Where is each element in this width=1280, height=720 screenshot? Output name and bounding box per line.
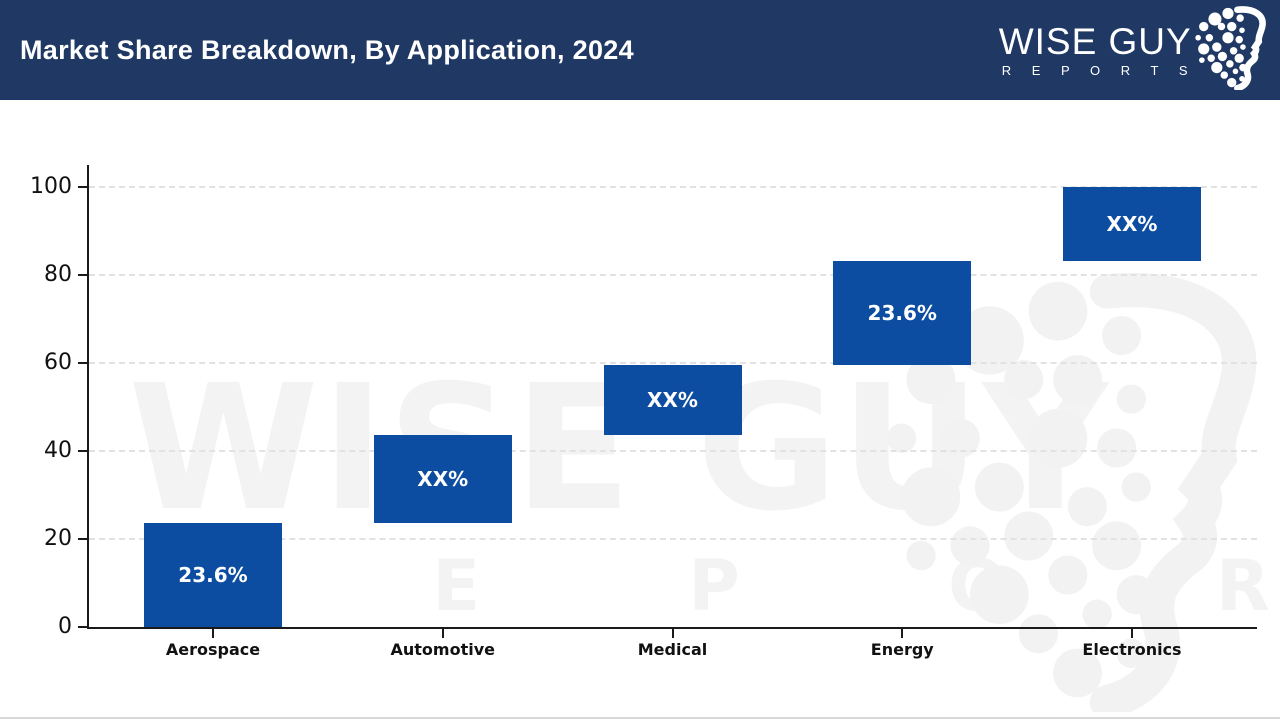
bar-medical: XX% xyxy=(603,365,742,436)
gridline-100 xyxy=(89,186,1257,188)
y-tick-label-20: 20 xyxy=(44,526,72,551)
bar-value-label-aerospace: 23.6% xyxy=(178,563,248,588)
y-axis-tick-40 xyxy=(78,450,87,452)
x-axis-tick-electronics xyxy=(1131,629,1133,638)
bar-value-label-medical: XX% xyxy=(647,388,698,413)
y-tick-label-40: 40 xyxy=(44,438,72,463)
y-axis-tick-80 xyxy=(78,274,87,276)
x-axis-tick-automotive xyxy=(441,629,444,638)
bar-energy: 23.6% xyxy=(833,261,972,366)
bar-electronics: XX% xyxy=(1063,187,1201,262)
chart-area: WISE GUY R E P O R T S 23.6%AerospaceXX%… xyxy=(0,100,1280,720)
logo-subtitle: R E P O R T S xyxy=(1001,63,1196,78)
wiseguy-face-icon xyxy=(1190,6,1266,94)
x-category-label-medical: Medical xyxy=(637,640,708,659)
y-axis-tick-20 xyxy=(78,538,87,540)
bar-automotive: XX% xyxy=(373,435,512,524)
x-axis-tick-energy xyxy=(901,629,904,638)
bar-value-label-automotive: XX% xyxy=(417,467,469,492)
x-axis-tick-medical xyxy=(671,629,674,638)
bar-value-label-energy: 23.6% xyxy=(867,301,937,326)
y-tick-label-100: 100 xyxy=(30,174,72,199)
y-tick-label-80: 80 xyxy=(44,262,72,287)
gridline-60 xyxy=(89,362,1257,364)
y-axis-tick-0 xyxy=(78,626,87,628)
y-tick-label-60: 60 xyxy=(44,350,72,375)
x-category-label-aerospace: Aerospace xyxy=(165,640,261,659)
gridline-20 xyxy=(89,538,1257,540)
bottom-border-line xyxy=(0,717,1280,719)
x-axis-tick-aerospace xyxy=(212,629,214,638)
header: Market Share Breakdown, By Application, … xyxy=(0,0,1280,100)
gridline-80 xyxy=(89,274,1257,276)
plot-area: 23.6% Aerospace XX% Automotive XX% Medical 23.… xyxy=(78,165,1257,659)
y-axis-tick-60 xyxy=(78,362,87,364)
y-axis-tick-100 xyxy=(78,186,87,188)
bar-value-label-electronics: XX% xyxy=(1106,212,1158,237)
wiseguy-logo: WISE GUY R E P O R T S xyxy=(999,6,1266,94)
x-category-label-energy: Energy xyxy=(870,640,934,659)
y-tick-label-0: 0 xyxy=(58,614,72,639)
x-category-label-automotive: Automotive xyxy=(390,640,496,659)
x-category-label-electronics: Electronics xyxy=(1082,640,1182,659)
gridline-40 xyxy=(89,450,1257,452)
page-title: Market Share Breakdown, By Application, … xyxy=(20,34,634,65)
bar-aerospace: 23.6% xyxy=(144,523,282,627)
logo-wordmark: WISE GUY xyxy=(998,21,1192,62)
